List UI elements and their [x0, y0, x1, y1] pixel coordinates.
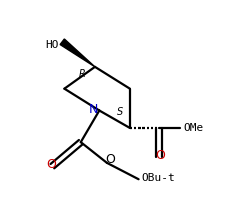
- Text: OBu-t: OBu-t: [141, 173, 175, 183]
- Text: O: O: [155, 149, 165, 162]
- Text: N: N: [89, 103, 98, 116]
- Text: OMe: OMe: [182, 122, 203, 133]
- Text: HO: HO: [45, 40, 59, 50]
- Text: R: R: [78, 69, 85, 80]
- Polygon shape: [60, 39, 94, 67]
- Text: S: S: [116, 107, 123, 117]
- Text: O: O: [46, 158, 56, 171]
- Text: O: O: [105, 153, 115, 166]
